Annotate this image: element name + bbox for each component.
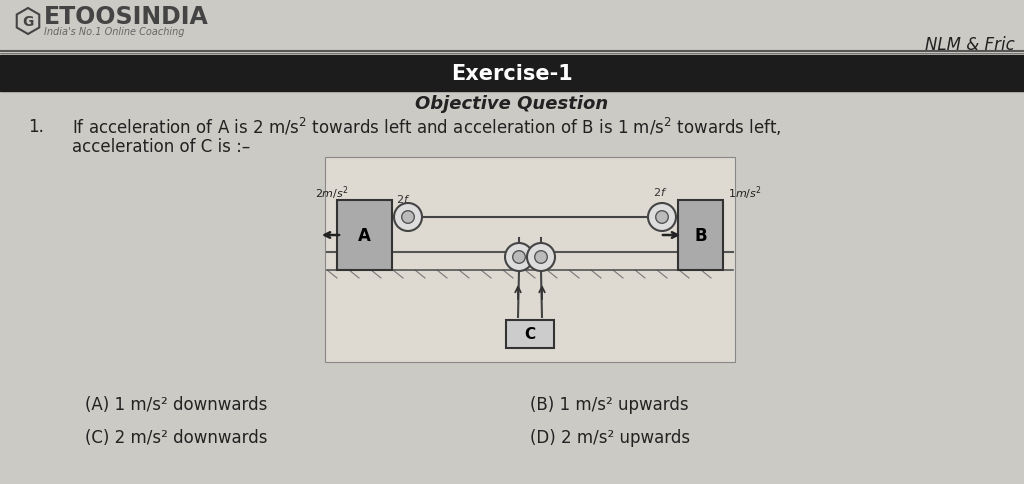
Text: (B) 1 m/s² upwards: (B) 1 m/s² upwards <box>530 395 688 413</box>
Text: $1m/s^2$: $1m/s^2$ <box>728 184 762 201</box>
Circle shape <box>401 211 415 224</box>
Text: B: B <box>694 227 707 244</box>
Circle shape <box>535 251 547 264</box>
Text: $2m/s^2$: $2m/s^2$ <box>315 184 349 201</box>
Text: 1.: 1. <box>28 118 44 136</box>
Bar <box>506 320 554 348</box>
Text: $2f$: $2f$ <box>652 186 667 197</box>
Bar <box>678 200 723 271</box>
Text: ETOOSINDIA: ETOOSINDIA <box>44 5 209 29</box>
Text: (C) 2 m/s² downwards: (C) 2 m/s² downwards <box>85 428 267 446</box>
Text: If acceleration of A is 2 m/s$^2$ towards left and acceleration of B is 1 m/s$^2: If acceleration of A is 2 m/s$^2$ toward… <box>72 116 781 138</box>
Text: Objective Question: Objective Question <box>416 95 608 113</box>
Text: A: A <box>358 227 371 244</box>
Bar <box>337 200 392 271</box>
Text: acceleration of C is :–: acceleration of C is :– <box>72 138 250 156</box>
Circle shape <box>655 211 669 224</box>
Text: C: C <box>524 327 536 342</box>
Text: NLM & Fric: NLM & Fric <box>926 36 1015 54</box>
Circle shape <box>527 243 555 272</box>
Circle shape <box>513 251 525 264</box>
Circle shape <box>394 204 422 231</box>
Text: (A) 1 m/s² downwards: (A) 1 m/s² downwards <box>85 395 267 413</box>
Text: $2f$: $2f$ <box>396 193 411 205</box>
Circle shape <box>505 243 534 272</box>
Text: Exercise-1: Exercise-1 <box>452 64 572 84</box>
Text: G: G <box>23 15 34 29</box>
Bar <box>0 56 1024 92</box>
Bar <box>325 158 735 362</box>
Text: (D) 2 m/s² upwards: (D) 2 m/s² upwards <box>530 428 690 446</box>
Text: India's No.1 Online Coaching: India's No.1 Online Coaching <box>44 27 184 37</box>
Circle shape <box>648 204 676 231</box>
